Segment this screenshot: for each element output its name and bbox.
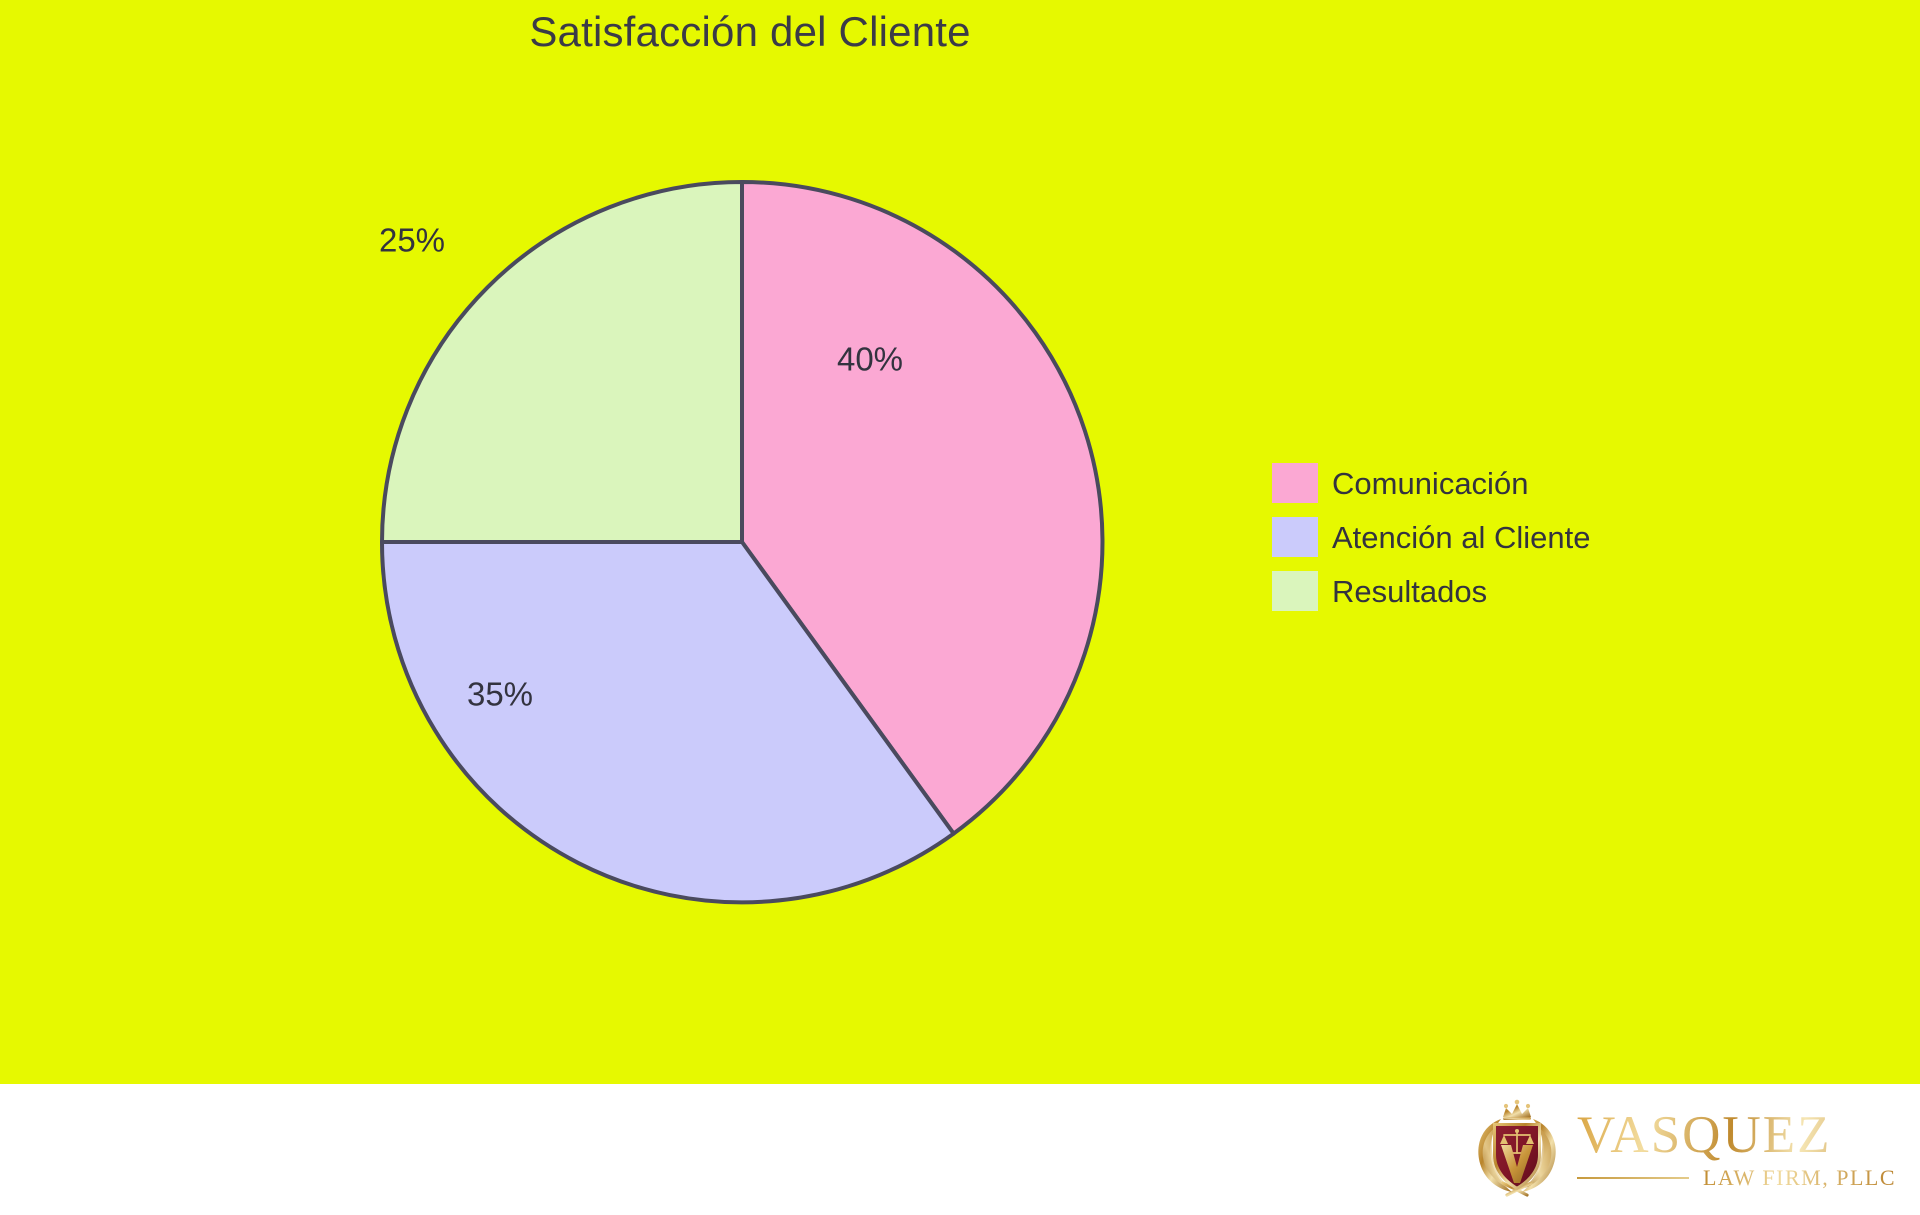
chart-title: Satisfacción del Cliente <box>529 8 971 55</box>
pie-slice-comunicacion[interactable] <box>740 179 1105 836</box>
legend-swatch-resultados <box>1272 571 1318 611</box>
chart-legend: Comunicación Atención al Cliente Resulta… <box>1272 461 1591 613</box>
crest-shield-scales-icon <box>1478 1099 1556 1197</box>
legend-label-comunicacion: Comunicación <box>1332 465 1529 501</box>
legend-label-atencion-al-cliente: Atención al Cliente <box>1332 519 1591 555</box>
chart-panel: Satisfacción del Cliente 40% 35% 25% Com… <box>0 0 1920 1084</box>
pie-slice-atencion-al-cliente[interactable] <box>380 540 956 905</box>
legend-item-comunicacion[interactable]: Comunicación <box>1272 461 1591 505</box>
legend-swatch-comunicacion <box>1272 463 1318 503</box>
pie-label-resultados: 25% <box>379 222 445 259</box>
logo-wordmark: VASQUEZ LAW FIRM, PLLC <box>1576 1109 1896 1190</box>
legend-item-resultados[interactable]: Resultados <box>1272 569 1591 613</box>
logo-tagline: LAW FIRM, PLLC <box>1702 1165 1896 1190</box>
legend-label-resultados: Resultados <box>1332 573 1488 609</box>
legend-swatch-atencion-al-cliente <box>1272 517 1318 557</box>
vasquez-law-firm-logo[interactable]: VASQUEZ LAW FIRM, PLLC <box>1465 1093 1896 1205</box>
legend-item-atencion-al-cliente[interactable]: Atención al Cliente <box>1272 515 1591 559</box>
logo-divider-rule <box>1576 1177 1689 1179</box>
pie-label-comunicacion: 40% <box>837 341 903 378</box>
pie-label-atencion-al-cliente: 35% <box>467 676 533 713</box>
logo-firm-name: VASQUEZ <box>1577 1109 1896 1162</box>
slide-footer: VASQUEZ LAW FIRM, PLLC <box>0 1084 1920 1215</box>
pie-chart: 40% 35% 25% <box>379 179 1105 905</box>
pie-slice-resultados[interactable] <box>380 180 744 544</box>
logo-sub-row: LAW FIRM, PLLC <box>1576 1165 1896 1190</box>
